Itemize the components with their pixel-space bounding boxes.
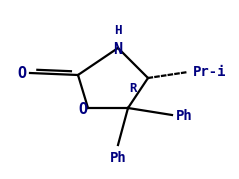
Text: Ph: Ph <box>110 151 126 165</box>
Text: Pr-i: Pr-i <box>193 65 227 79</box>
Text: O: O <box>17 66 27 81</box>
Text: H: H <box>114 23 122 37</box>
Text: N: N <box>114 42 123 57</box>
Text: Ph: Ph <box>176 109 193 123</box>
Text: R: R <box>129 81 137 95</box>
Text: O: O <box>78 103 87 117</box>
